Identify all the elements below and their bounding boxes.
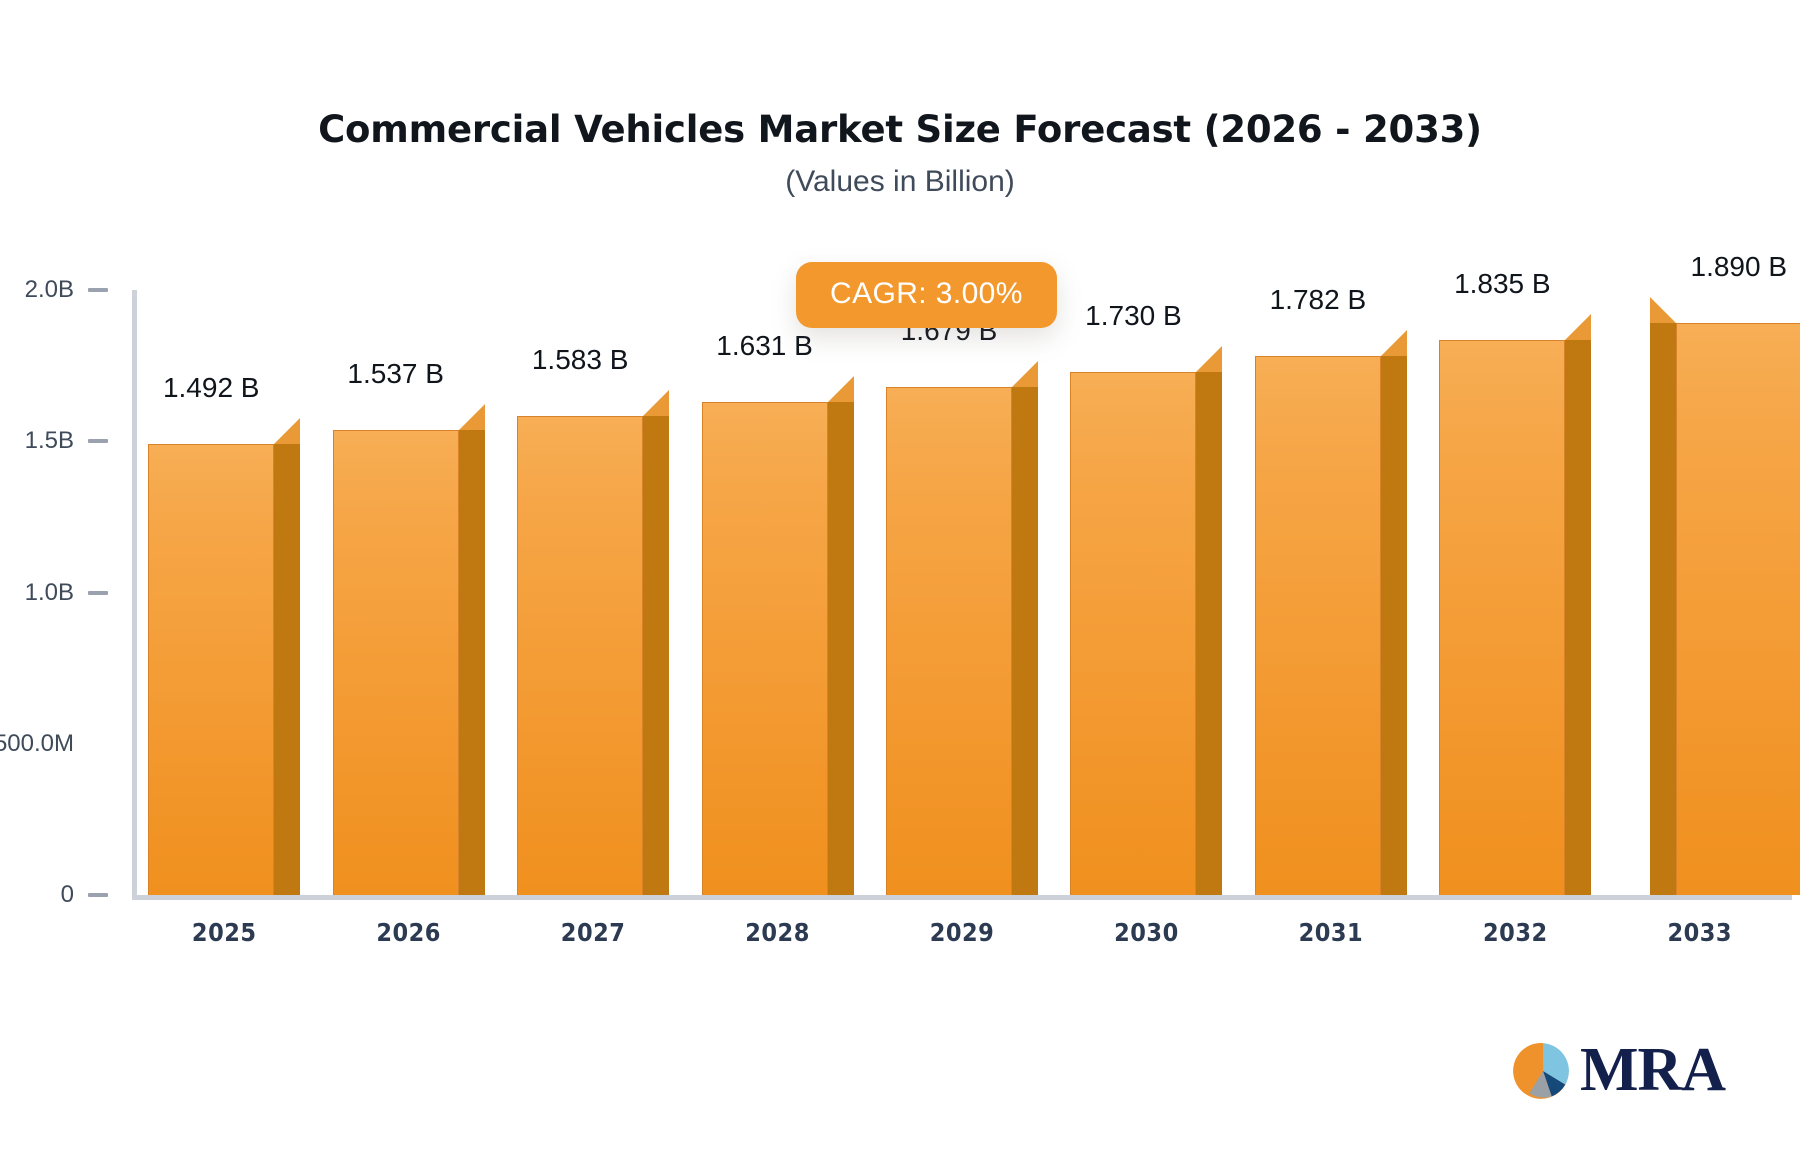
bar-front-face xyxy=(1675,323,1800,895)
bar-front-face xyxy=(332,430,459,895)
cagr-badge: CAGR: 3.00% xyxy=(796,262,1057,328)
bar-top-face xyxy=(1380,329,1407,356)
bar-front-face xyxy=(701,401,828,895)
bar-side-face xyxy=(1012,387,1038,895)
bar-top-face xyxy=(1196,345,1223,372)
bar-top-face xyxy=(274,417,301,444)
bar-front-face xyxy=(1439,339,1566,895)
bar-front-face xyxy=(886,387,1012,895)
bar-side-face xyxy=(1380,355,1407,895)
bar-2027: 1.583 B xyxy=(517,344,670,895)
bar-value-label: 1.583 B xyxy=(531,344,629,376)
bar-2026: 1.537 B xyxy=(332,358,485,895)
x-axis-label-2032: 2032 xyxy=(1483,918,1548,947)
x-axis-label-2027: 2027 xyxy=(560,918,626,947)
y-axis-line xyxy=(132,290,137,900)
y-axis-tick-label: 2.0B xyxy=(24,276,74,303)
y-axis-tick: 0 xyxy=(61,881,108,909)
bar-top-face xyxy=(458,404,485,431)
bar-side-face xyxy=(827,401,854,895)
bar-top-face xyxy=(1565,313,1592,340)
y-axis-tick: 1.0B xyxy=(25,579,108,607)
y-axis-tick: 500.0M xyxy=(0,730,108,758)
x-axis-label-2029: 2029 xyxy=(929,918,995,947)
y-axis-tick-mark xyxy=(88,439,108,444)
bar-2031: 1.782 B xyxy=(1254,284,1407,895)
x-axis-label-2028: 2028 xyxy=(745,918,810,947)
bar-value-label: 1.835 B xyxy=(1454,267,1551,299)
y-axis-tick-label: 0 xyxy=(60,881,74,908)
y-axis-tick-label: 1.5B xyxy=(24,427,74,455)
chart-subtitle: (Values in Billion) xyxy=(785,165,1015,198)
y-axis-tick-label: 500.0M xyxy=(0,729,74,757)
pie-chart-logo-icon xyxy=(1513,1043,1569,1099)
x-axis-label-2031: 2031 xyxy=(1298,918,1364,947)
bar-front-face xyxy=(517,416,644,895)
y-axis-tick: 1.5B xyxy=(25,427,108,455)
x-axis-label-2026: 2026 xyxy=(376,918,441,947)
bar-side-face xyxy=(1565,339,1592,895)
bar-top-face xyxy=(1649,297,1676,324)
plot-area: 1.492 B 1.537 B 1.583 B 1.631 B 1.679 B 1.730… xyxy=(132,251,1800,900)
bar-value-label: 1.730 B xyxy=(1085,299,1182,331)
bar-value-label: 1.782 B xyxy=(1269,283,1367,315)
bar-side-face xyxy=(1649,323,1676,895)
bar-front-face xyxy=(148,443,275,895)
bar-front-face xyxy=(1254,355,1381,895)
bar-2025: 1.492 B xyxy=(148,372,301,895)
bar-2032: 1.835 B xyxy=(1439,268,1592,895)
bar-top-face xyxy=(827,375,854,402)
title-block: Commercial Vehicles Market Size Forecast… xyxy=(0,108,1800,199)
y-axis-tick-label: 1.0B xyxy=(24,578,74,606)
x-axis-label-2025: 2025 xyxy=(191,918,257,947)
bar-side-face xyxy=(1196,371,1223,895)
bar-side-face xyxy=(643,416,670,895)
y-axis-tick-mark xyxy=(88,893,108,897)
bar-value-label: 1.492 B xyxy=(162,371,260,403)
y-axis-tick: 2.0B xyxy=(25,276,108,304)
x-axis-label-2033: 2033 xyxy=(1667,918,1733,947)
y-axis-tick-mark xyxy=(88,288,108,292)
mra-logo: MRA xyxy=(1512,1036,1726,1105)
bar-value-label: 1.537 B xyxy=(347,358,444,390)
bar-2030: 1.730 B xyxy=(1070,300,1223,895)
bar-2033: 1.890 B xyxy=(1649,251,1800,895)
bar-value-label: 1.890 B xyxy=(1690,251,1788,283)
x-axis-line xyxy=(132,895,1792,900)
chart-title: Commercial Vehicles Market Size Forecast… xyxy=(318,108,1482,151)
bar-2029: 1.679 B xyxy=(886,315,1038,895)
bar-value-label: 1.631 B xyxy=(716,329,813,361)
bar-top-face xyxy=(643,390,670,417)
x-axis-label-2030: 2030 xyxy=(1114,918,1179,947)
y-axis-tick-mark xyxy=(88,590,108,595)
bar-side-face xyxy=(274,443,301,895)
bar-side-face xyxy=(458,430,485,895)
logo-text: MRA xyxy=(1580,1036,1726,1105)
bar-front-face xyxy=(1070,371,1197,895)
bar-top-face xyxy=(1012,361,1038,388)
bar-2028: 1.631 B xyxy=(701,330,854,895)
